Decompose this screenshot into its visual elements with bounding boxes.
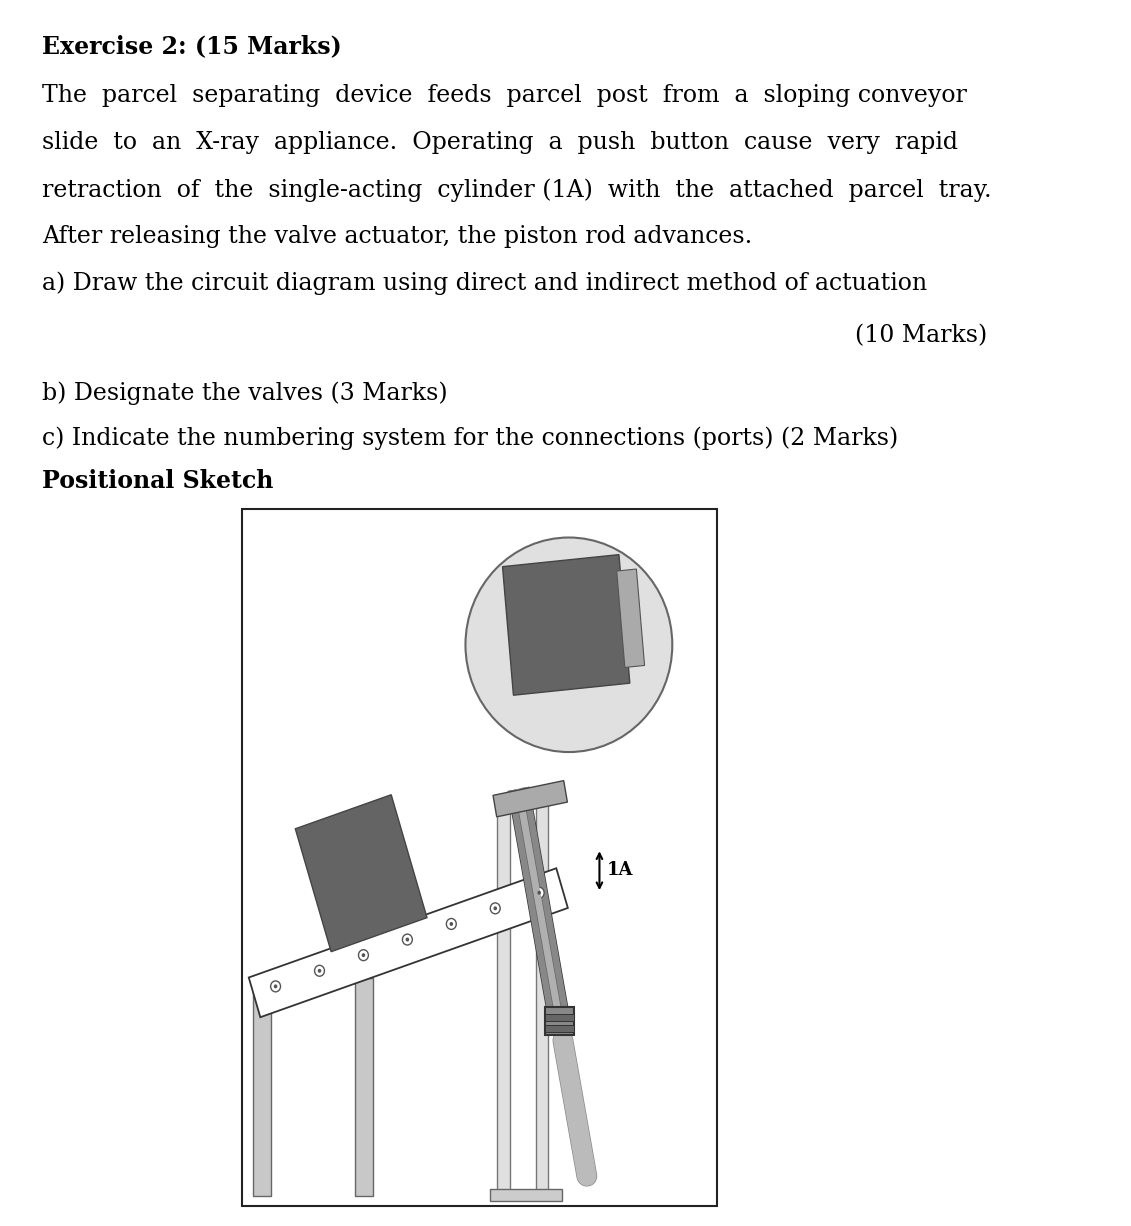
Ellipse shape [466, 537, 672, 752]
Circle shape [534, 888, 544, 899]
Bar [545, 1025, 573, 1032]
Bar [490, 1189, 562, 1201]
Bar [545, 1014, 573, 1021]
Bar [242, 509, 717, 1206]
Circle shape [359, 950, 369, 961]
Bar [502, 554, 630, 695]
Text: slide  to  an  X-ray  appliance.  Operating  a  push  button  cause  very  rapid: slide to an X-ray appliance. Operating a… [42, 131, 958, 154]
Bar [355, 977, 373, 1197]
Circle shape [493, 906, 497, 911]
Circle shape [318, 969, 321, 972]
Bar [493, 781, 568, 817]
Circle shape [403, 934, 413, 945]
Text: b) Designate the valves (3 Marks): b) Designate the valves (3 Marks) [42, 381, 448, 405]
Text: 1A: 1A [606, 861, 633, 879]
Text: c) Indicate the numbering system for the connections (ports) (2 Marks): c) Indicate the numbering system for the… [42, 427, 898, 450]
Bar [497, 798, 510, 1194]
Text: (10 Marks): (10 Marks) [855, 324, 987, 347]
Bar [545, 1008, 573, 1035]
Circle shape [270, 981, 280, 992]
Circle shape [447, 918, 456, 929]
Circle shape [362, 953, 365, 958]
Text: After releasing the valve actuator, the piston rod advances.: After releasing the valve actuator, the … [42, 224, 752, 248]
Text: Exercise 2: (15 Marks): Exercise 2: (15 Marks) [42, 34, 342, 58]
Circle shape [491, 902, 500, 913]
Text: Positional Sketch: Positional Sketch [42, 470, 274, 493]
Circle shape [537, 891, 541, 895]
Bar [536, 798, 549, 1194]
Text: The  parcel  separating  device  feeds  parcel  post  from  a  sloping conveyor: The parcel separating device feeds parce… [42, 83, 967, 107]
Circle shape [314, 965, 325, 976]
Bar [295, 794, 428, 951]
Circle shape [449, 922, 454, 926]
Polygon shape [249, 868, 568, 1018]
Bar [253, 977, 271, 1197]
Circle shape [406, 938, 409, 942]
Text: retraction  of  the  single-acting  cylinder (1A)  with  the  attached  parcel  : retraction of the single-acting cylinder… [42, 178, 992, 201]
Text: a) Draw the circuit diagram using direct and indirect method of actuation: a) Draw the circuit diagram using direct… [42, 271, 927, 295]
Circle shape [274, 984, 277, 988]
Bar [616, 569, 645, 667]
